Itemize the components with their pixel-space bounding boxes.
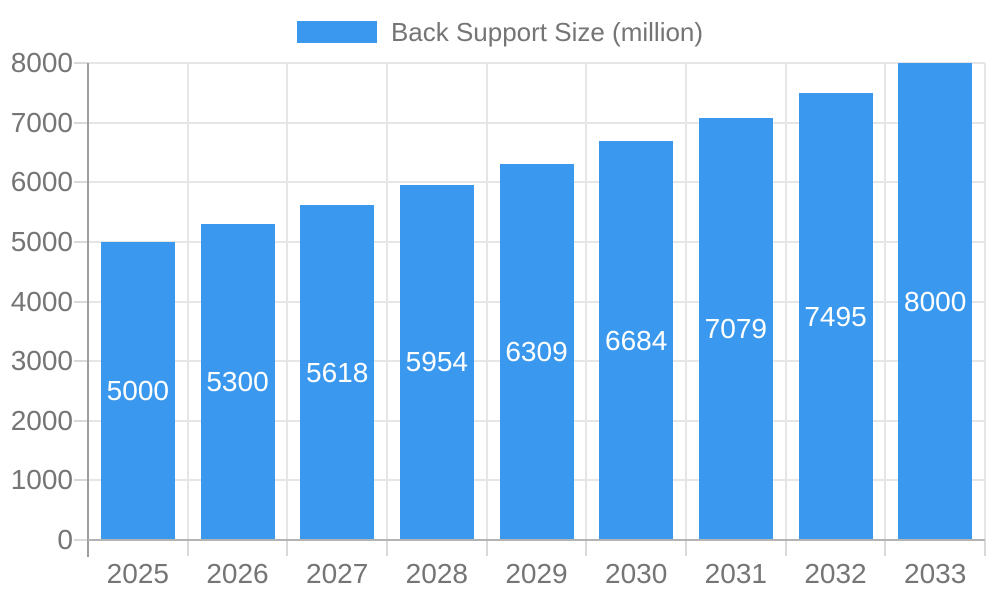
bar[interactable]	[499, 163, 574, 540]
y-axis-tick	[74, 360, 88, 363]
bar-value-label: 7079	[704, 312, 767, 344]
y-axis-tick	[74, 539, 88, 541]
y-tick-label: 8000	[10, 47, 73, 78]
bar-value-label: 7495	[804, 300, 867, 332]
v-gridline	[984, 63, 986, 540]
y-axis-tick	[74, 121, 88, 124]
x-tick-label: 2030	[605, 558, 668, 589]
bar[interactable]	[300, 205, 375, 540]
x-tick-label: 2033	[904, 558, 967, 589]
x-tick-label: 2026	[206, 558, 269, 589]
x-tick-label: 2032	[804, 558, 867, 589]
y-tick-label: 3000	[10, 345, 73, 377]
bar[interactable]	[798, 93, 873, 540]
bar-value-label: 6309	[505, 335, 568, 367]
y-tick-label: 0	[57, 524, 73, 555]
bar-value-label: 5618	[306, 356, 369, 388]
legend-swatch-icon	[296, 21, 377, 43]
y-axis-tick	[74, 419, 88, 422]
x-axis-tick	[386, 540, 388, 556]
x-axis-tick	[485, 540, 488, 556]
h-gridline	[88, 121, 985, 124]
x-axis-tick	[884, 540, 887, 556]
bar[interactable]	[399, 184, 474, 540]
v-gridline	[585, 63, 588, 540]
y-tick-label: 7000	[10, 106, 73, 138]
x-axis-tick	[186, 540, 189, 556]
bar[interactable]	[599, 141, 674, 540]
v-gridline	[286, 63, 289, 540]
y-tick-label: 4000	[10, 285, 73, 317]
y-tick-label: 6000	[10, 166, 73, 198]
x-tick-label: 2031	[704, 558, 767, 589]
bar-value-label: 5954	[405, 346, 468, 378]
y-axis-tick	[74, 479, 88, 482]
y-tick-label: 1000	[10, 464, 73, 496]
y-tick-label: 5000	[10, 225, 73, 257]
v-gridline	[186, 63, 189, 540]
v-gridline	[884, 63, 887, 540]
legend[interactable]: Back Support Size (million)	[0, 14, 1000, 50]
x-axis-tick	[685, 540, 687, 556]
y-tick-label: 2000	[10, 404, 73, 436]
bar-value-label: 5300	[206, 365, 269, 397]
x-axis-tick	[984, 540, 986, 556]
x-axis-tick	[286, 540, 289, 556]
y-axis-line	[87, 63, 89, 557]
v-gridline	[784, 63, 787, 540]
v-gridline	[386, 63, 388, 540]
x-tick-label: 2027	[306, 558, 369, 589]
x-tick-label: 2029	[505, 558, 568, 589]
bar-value-label: 5000	[106, 374, 169, 406]
bar[interactable]	[100, 241, 175, 540]
y-axis-tick	[74, 62, 88, 64]
y-axis-tick	[74, 300, 88, 303]
x-tick-label: 2025	[106, 558, 169, 589]
bar[interactable]	[898, 63, 973, 540]
bar-value-label: 8000	[904, 285, 967, 317]
v-gridline	[685, 63, 687, 540]
x-axis-line	[88, 539, 985, 541]
bar[interactable]	[698, 117, 773, 540]
bar[interactable]	[200, 223, 275, 540]
v-gridline	[485, 63, 488, 540]
bar-value-label: 6684	[605, 324, 668, 356]
legend-label: Back Support Size (million)	[390, 16, 704, 47]
y-axis-tick	[74, 181, 88, 184]
h-gridline	[88, 62, 985, 64]
x-axis-tick	[585, 540, 588, 556]
x-axis-tick	[784, 540, 787, 556]
x-tick-label: 2028	[405, 558, 468, 589]
y-axis-tick	[74, 240, 88, 243]
